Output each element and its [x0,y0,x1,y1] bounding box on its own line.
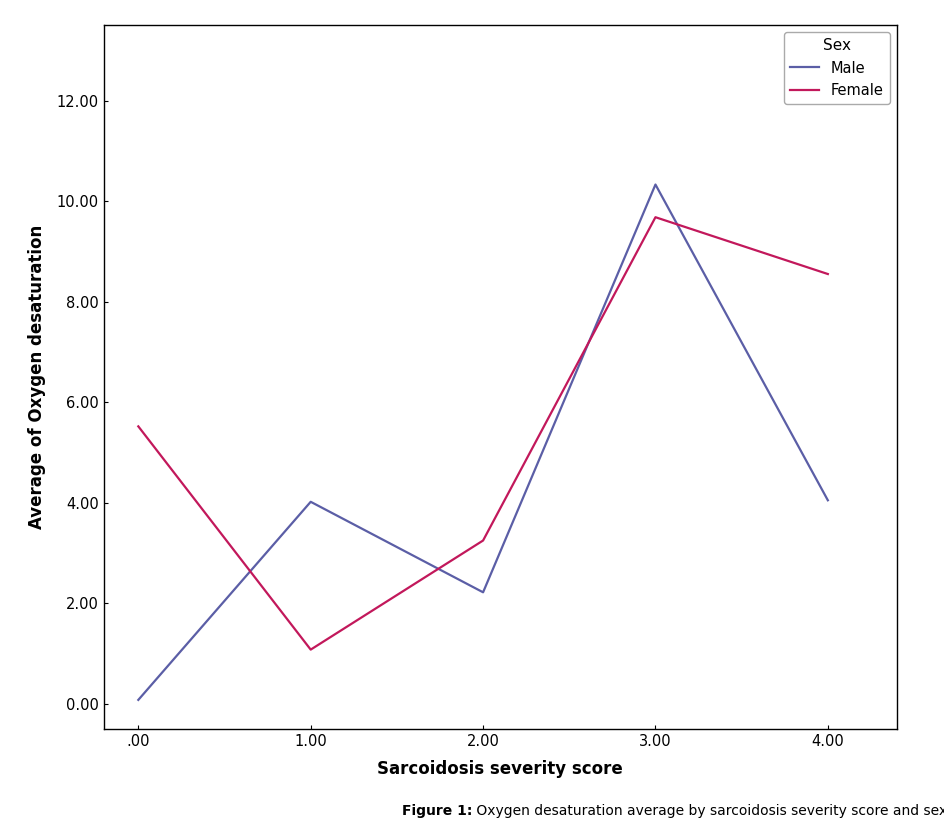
Text: Figure 1:: Figure 1: [401,804,472,819]
Text: Oxygen desaturation average by sarcoidosis severity score and sex.: Oxygen desaturation average by sarcoidos… [472,804,944,819]
Y-axis label: Average of Oxygen desaturation: Average of Oxygen desaturation [27,225,45,530]
X-axis label: Sarcoidosis severity score: Sarcoidosis severity score [378,760,623,778]
Legend: Male, Female: Male, Female [784,33,889,104]
